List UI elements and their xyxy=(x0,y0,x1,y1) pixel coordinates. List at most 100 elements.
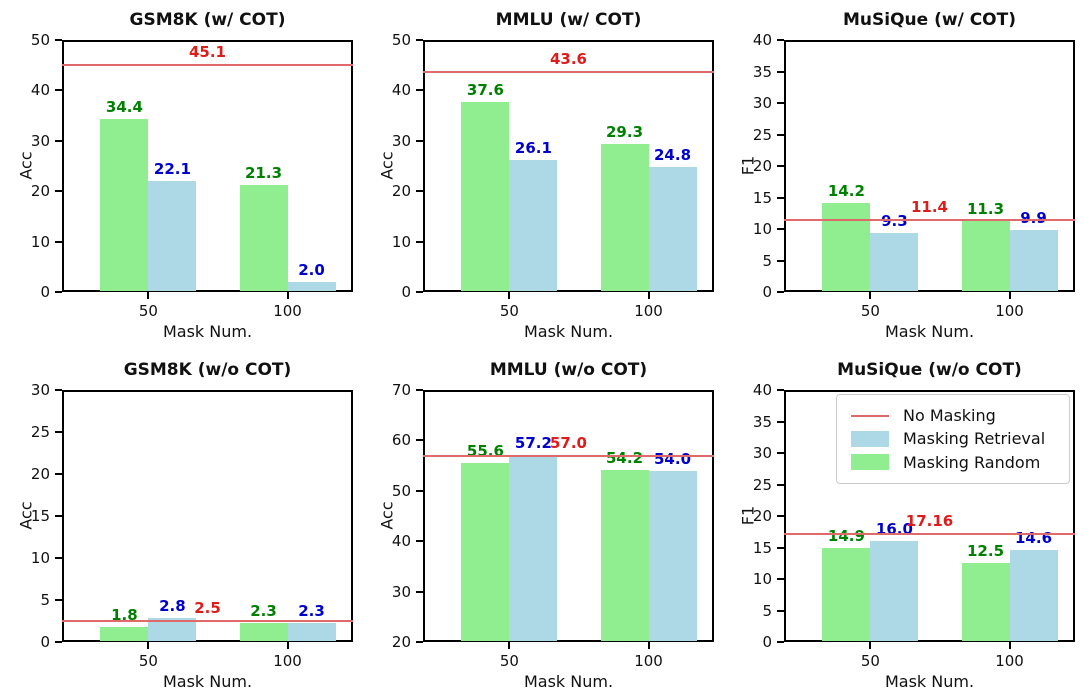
no-masking-line-label: 11.4 xyxy=(910,198,948,217)
bar-masking-retrieval xyxy=(648,470,697,641)
legend-label: Masking Random xyxy=(903,452,1041,472)
y-tick-mark xyxy=(777,641,784,643)
y-tick-mark xyxy=(416,489,423,492)
y-tick-label: 40 xyxy=(752,381,772,399)
y-tick-label: 15 xyxy=(752,538,772,557)
bar-masking-random xyxy=(239,622,288,641)
bar-value-label-masking-random: 29.3 xyxy=(606,123,644,142)
x-tick-label: 100 xyxy=(273,652,302,670)
bar-masking-random xyxy=(100,626,149,641)
y-tick-label: 5 xyxy=(762,601,772,620)
bar-value-label-masking-random: 1.8 xyxy=(111,605,138,624)
no-masking-line xyxy=(62,620,353,622)
chart-cell-gsm8k-wo-cot: GSM8K (w/o COT) Acc 0 5 10 15 20 25 30 50 100 Mask … xyxy=(0,350,361,700)
y-tick-label: 25 xyxy=(752,125,772,144)
bar-value-label-masking-random: 14.9 xyxy=(827,527,865,546)
bar-value-label-masking-retrieval: 24.8 xyxy=(654,146,692,164)
y-tick-label: 20 xyxy=(752,507,772,525)
y-tick-label: 30 xyxy=(391,582,411,601)
y-tick-mark xyxy=(416,240,423,243)
bar-value-label-masking-random: 14.2 xyxy=(827,181,865,200)
bar-masking-random xyxy=(461,102,510,291)
bar-value-label-masking-random: 2.3 xyxy=(250,601,277,620)
y-tick-label: 0 xyxy=(762,633,772,651)
y-axis-label: Acc xyxy=(377,501,397,530)
y-tick-mark xyxy=(55,557,62,559)
y-tick-mark xyxy=(55,139,62,142)
bar-value-label-masking-random: 37.6 xyxy=(466,81,504,100)
x-tick-label: 50 xyxy=(138,302,158,320)
y-tick-mark xyxy=(55,89,62,92)
bar-masking-random xyxy=(961,220,1010,291)
no-masking-line-label: 57.0 xyxy=(549,433,587,452)
y-tick-label: 40 xyxy=(391,81,411,100)
y-tick-label: 35 xyxy=(752,412,772,431)
no-masking-line xyxy=(62,63,353,66)
y-tick-mark xyxy=(416,590,423,593)
y-tick-mark xyxy=(416,39,423,41)
y-tick-label: 0 xyxy=(762,283,772,301)
bar-value-label-masking-retrieval: 2.0 xyxy=(298,260,325,279)
x-tick-label: 50 xyxy=(499,302,519,320)
y-tick-mark xyxy=(416,89,423,92)
y-tick-mark xyxy=(777,196,784,199)
bar-value-label-masking-retrieval: 22.1 xyxy=(153,159,191,178)
chart-cell-musique-wo-cot: MuSiQue (w/o COT) F1 0 5 10 15 20 25 30 35 40 50 100… xyxy=(722,350,1083,700)
chart-title: MuSiQue (w/o COT) xyxy=(837,360,1022,380)
no-masking-line xyxy=(423,454,714,457)
y-tick-mark xyxy=(777,546,784,549)
x-axis-label: Mask Num. xyxy=(162,672,253,691)
y-tick-label: 5 xyxy=(40,591,50,609)
y-tick-label: 30 xyxy=(752,444,772,462)
y-tick-mark xyxy=(777,259,784,262)
y-tick-label: 50 xyxy=(391,481,411,500)
y-tick-label: 30 xyxy=(752,94,772,112)
y-tick-mark xyxy=(416,190,423,193)
y-tick-mark xyxy=(416,540,423,543)
y-tick-label: 40 xyxy=(752,31,772,49)
chart-title: MMLU (w/o COT) xyxy=(489,360,648,380)
y-tick-mark xyxy=(416,641,423,643)
chart-cell-mmlu-wo-cot: MMLU (w/o COT) Acc 20 30 40 50 60 70 50 100 Mask N… xyxy=(361,350,722,700)
x-axis-label: Mask Num. xyxy=(523,672,614,691)
y-tick-mark xyxy=(55,431,62,433)
x-tick-mark xyxy=(1008,642,1011,649)
y-tick-mark xyxy=(55,515,62,517)
y-tick-mark xyxy=(777,515,784,517)
y-tick-label: 20 xyxy=(391,633,411,651)
no-masking-line xyxy=(784,219,1075,222)
x-axis-label: Mask Num. xyxy=(884,672,975,691)
legend-swatch xyxy=(851,414,889,417)
bar-masking-random xyxy=(461,462,510,641)
y-tick-mark xyxy=(777,228,784,230)
legend-entry: No Masking xyxy=(847,404,1059,427)
bar-masking-retrieval xyxy=(870,233,919,291)
bar-masking-random xyxy=(600,469,649,641)
bar-masking-random xyxy=(600,144,649,291)
x-tick-mark xyxy=(508,642,511,649)
y-tick-mark xyxy=(416,291,423,293)
no-masking-line-label: 17.16 xyxy=(905,511,954,530)
bar-value-label-masking-random: 12.5 xyxy=(967,542,1005,561)
bar-masking-random xyxy=(822,202,871,291)
x-tick-mark xyxy=(869,642,872,649)
chart-title: MuSiQue (w/ COT) xyxy=(843,10,1016,30)
y-tick-label: 40 xyxy=(391,532,411,551)
x-tick-label: 100 xyxy=(634,652,663,670)
x-tick-label: 100 xyxy=(273,302,302,320)
y-tick-label: 10 xyxy=(391,232,411,251)
y-tick-mark xyxy=(55,291,62,293)
y-tick-mark xyxy=(55,599,62,601)
y-tick-mark xyxy=(416,139,423,142)
y-axis-label: Acc xyxy=(16,151,36,180)
x-tick-mark xyxy=(647,292,650,299)
y-tick-mark xyxy=(777,420,784,423)
y-tick-label: 70 xyxy=(391,381,411,399)
y-tick-label: 15 xyxy=(752,188,772,207)
bar-value-label-masking-random: 11.3 xyxy=(967,199,1005,218)
y-tick-label: 25 xyxy=(752,475,772,494)
x-tick-label: 50 xyxy=(860,302,880,320)
x-tick-label: 50 xyxy=(860,652,880,670)
y-tick-mark xyxy=(777,133,784,136)
bar-masking-random xyxy=(961,563,1010,641)
